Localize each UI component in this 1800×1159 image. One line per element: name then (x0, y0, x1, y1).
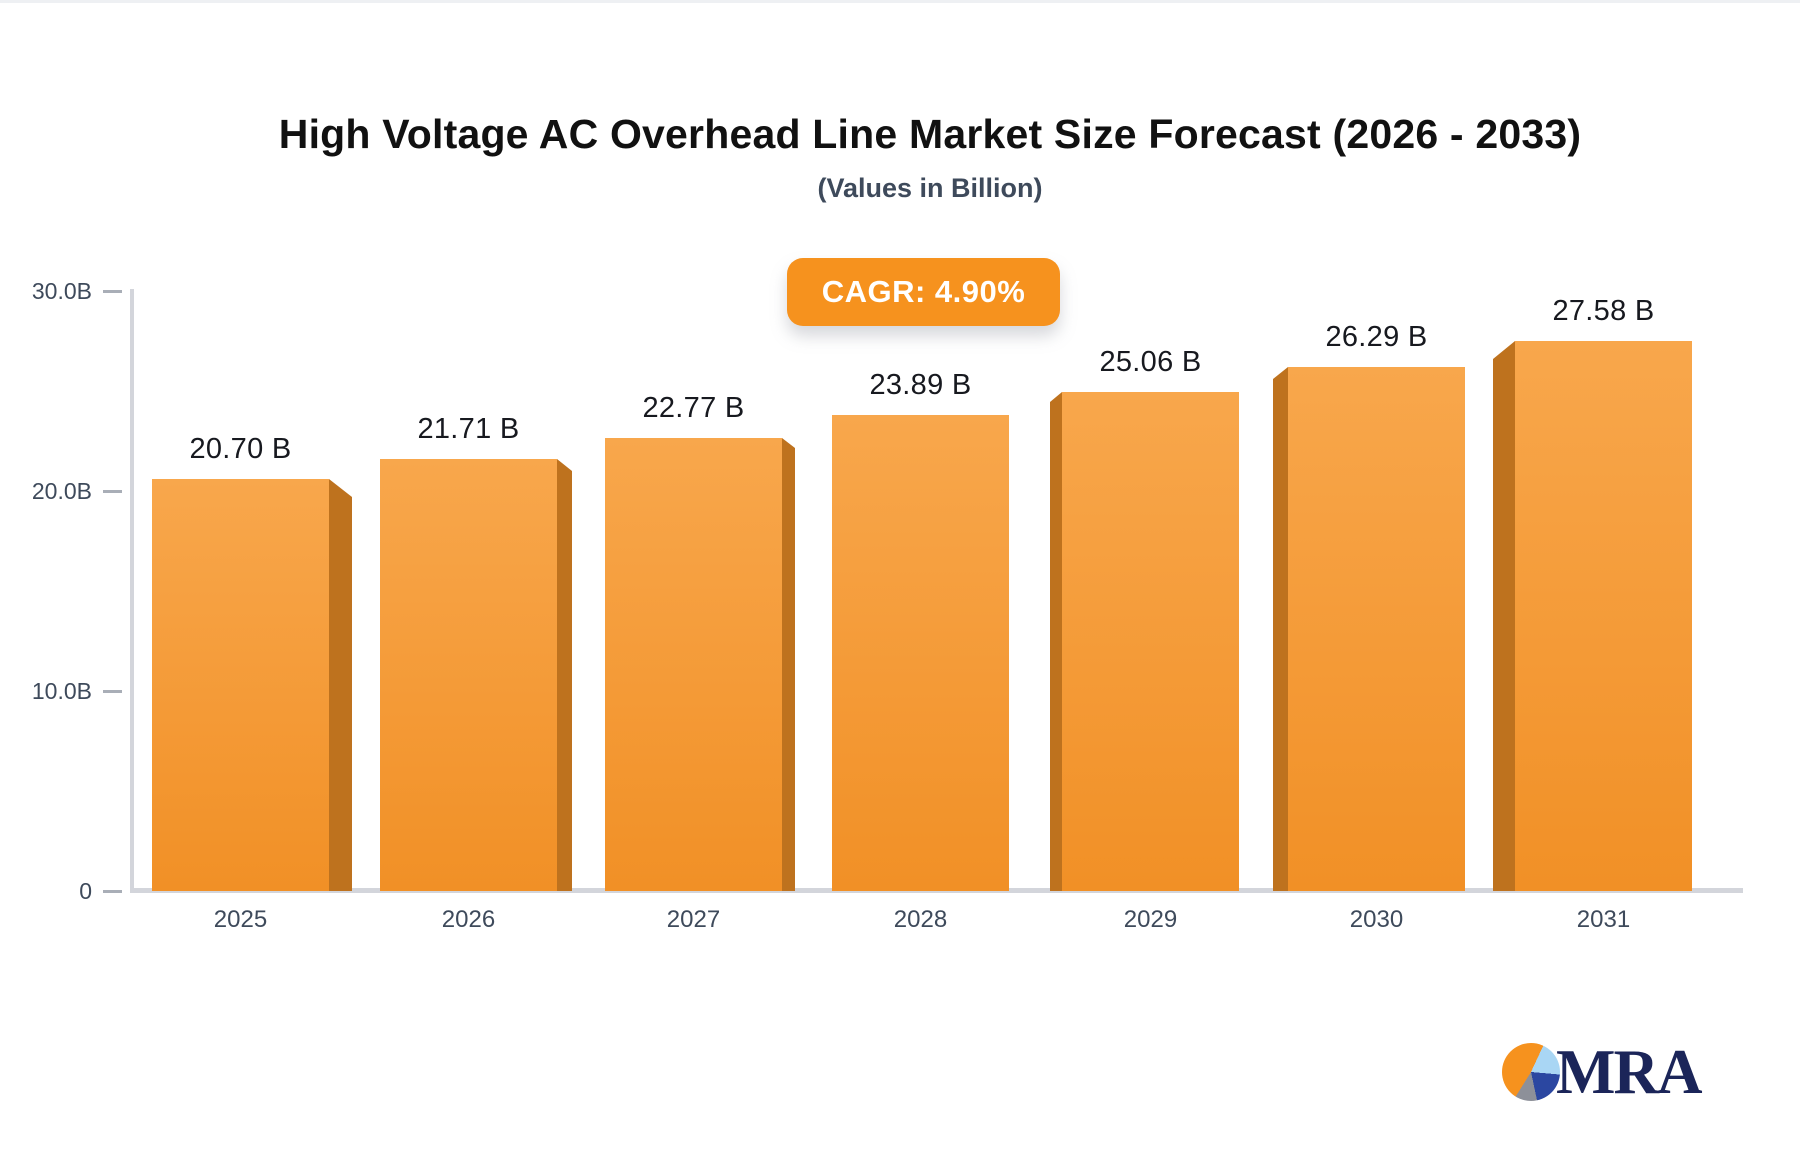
bar-value-label: 26.29 B (1325, 321, 1428, 353)
y-tick-mark (103, 490, 122, 493)
bar-2027[interactable] (605, 438, 795, 891)
bar-3d-side (329, 479, 352, 891)
y-tick-label: 0 (79, 878, 92, 904)
y-tick-mark (103, 890, 122, 893)
x-tick-label: 2027 (666, 906, 721, 933)
y-tick-mark (103, 290, 122, 293)
bar-2025[interactable] (152, 479, 352, 891)
bar-3d-side (1493, 341, 1515, 891)
chart-title: High Voltage AC Overhead Line Market Siz… (278, 111, 1582, 157)
bar-2030[interactable] (1273, 367, 1465, 891)
bar-value-label: 22.77 B (642, 392, 745, 424)
bar-face (1515, 341, 1692, 891)
x-tick-label: 2028 (893, 906, 948, 933)
bar-value-label: 23.89 B (869, 369, 972, 401)
bar-3d-side (1273, 367, 1288, 891)
x-tick-label: 2030 (1349, 906, 1404, 933)
bar-2029[interactable] (1050, 392, 1239, 891)
bar-2031[interactable] (1493, 341, 1692, 891)
bar-face (1288, 367, 1465, 891)
bar-value-label: 25.06 B (1099, 346, 1202, 378)
bar-value-label: 21.71 B (417, 413, 520, 445)
bar-value-label: 27.58 B (1552, 295, 1655, 327)
chart-subtitle: (Values in Billion) (817, 173, 1043, 203)
x-tick-label: 2025 (213, 906, 268, 933)
cagr-badge: CAGR: 4.90% (787, 258, 1060, 326)
bar-2028[interactable] (832, 415, 1009, 891)
pie-chart-logo-icon (1502, 1043, 1560, 1101)
x-tick-label: 2026 (441, 906, 496, 933)
bar-face (605, 438, 782, 891)
bar-face (152, 479, 329, 891)
bar-face (380, 459, 557, 891)
bar-value-label: 20.70 B (189, 433, 292, 465)
bar-face (1062, 392, 1239, 891)
bar-2026[interactable] (380, 459, 572, 891)
x-tick-label: 2029 (1123, 906, 1178, 933)
bar-face (832, 415, 1009, 891)
cagr-badge-label: CAGR: 4.90% (821, 274, 1026, 309)
y-tick-label: 30.0B (31, 278, 92, 304)
y-tick-label: 10.0B (31, 678, 92, 704)
bar-3d-side (1050, 392, 1062, 891)
logo-text: MRA (1556, 1037, 1702, 1107)
x-tick-label: 2031 (1576, 906, 1631, 933)
y-tick-mark (103, 690, 122, 693)
bar-3d-side (782, 438, 795, 891)
bar-3d-side (557, 459, 572, 891)
y-axis-line (130, 289, 134, 891)
y-tick-label: 20.0B (31, 478, 92, 504)
